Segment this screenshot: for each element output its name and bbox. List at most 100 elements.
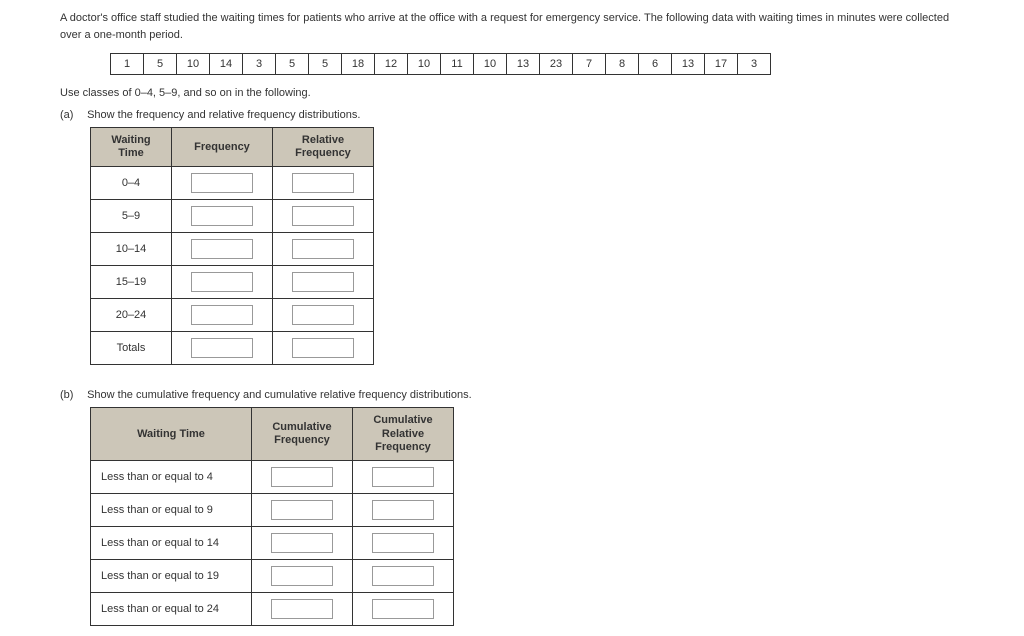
cumfreq-input[interactable] [271, 533, 333, 553]
problem-intro: A doctor's office staff studied the wait… [60, 10, 964, 43]
cumrelfreq-input[interactable] [372, 566, 434, 586]
cumrelfreq-cell [353, 559, 454, 592]
row-label-a: 15–19 [91, 266, 172, 299]
table-row: Less than or equal to 19 [91, 559, 454, 592]
table-row: 0–4 [91, 167, 374, 200]
row-label-a: Totals [91, 332, 172, 365]
cumfreq-cell [252, 559, 353, 592]
row-label-b: Less than or equal to 14 [91, 526, 252, 559]
cumfreq-cell [252, 526, 353, 559]
data-value-cell: 13 [507, 54, 540, 75]
data-value-cell: 7 [573, 54, 606, 75]
row-label-b: Less than or equal to 24 [91, 592, 252, 625]
table-row: Less than or equal to 24 [91, 592, 454, 625]
relfreq-input[interactable] [292, 272, 354, 292]
relfreq-input[interactable] [292, 239, 354, 259]
cumfreq-input[interactable] [271, 500, 333, 520]
cumfreq-input[interactable] [271, 467, 333, 487]
part-a: (a) Show the frequency and relative freq… [60, 109, 964, 121]
row-label-b: Less than or equal to 4 [91, 460, 252, 493]
data-value-cell: 5 [276, 54, 309, 75]
table-row: Less than or equal to 9 [91, 493, 454, 526]
row-label-a: 20–24 [91, 299, 172, 332]
table-row: 15–19 [91, 266, 374, 299]
freq-cell [172, 167, 273, 200]
cumfreq-cell [252, 460, 353, 493]
table-row: Less than or equal to 4 [91, 460, 454, 493]
table-row: Totals [91, 332, 374, 365]
relfreq-cell [273, 332, 374, 365]
header-rel-frequency-a: RelativeFrequency [273, 128, 374, 167]
frequency-table-a: WaitingTime Frequency RelativeFrequency … [90, 127, 374, 365]
header-waiting-time-a: WaitingTime [91, 128, 172, 167]
data-value-cell: 14 [210, 54, 243, 75]
data-value-cell: 6 [639, 54, 672, 75]
cumfreq-cell [252, 493, 353, 526]
part-a-label: (a) [60, 109, 84, 121]
data-value-cell: 18 [342, 54, 375, 75]
table-row: 5–9 [91, 200, 374, 233]
table-row: 20–24 [91, 299, 374, 332]
relfreq-cell [273, 200, 374, 233]
relfreq-input[interactable] [292, 173, 354, 193]
data-value-cell: 10 [408, 54, 441, 75]
data-value-cell: 17 [705, 54, 738, 75]
data-value-cell: 5 [309, 54, 342, 75]
freq-input[interactable] [191, 173, 253, 193]
table-row: 10–14 [91, 233, 374, 266]
cumrelfreq-input[interactable] [372, 599, 434, 619]
row-label-a: 5–9 [91, 200, 172, 233]
relfreq-input[interactable] [292, 305, 354, 325]
header-frequency-a: Frequency [172, 128, 273, 167]
part-b-label: (b) [60, 389, 84, 401]
relfreq-cell [273, 167, 374, 200]
cumfreq-input[interactable] [271, 566, 333, 586]
row-label-a: 10–14 [91, 233, 172, 266]
cumrelfreq-cell [353, 460, 454, 493]
freq-input[interactable] [191, 272, 253, 292]
data-value-cell: 12 [375, 54, 408, 75]
part-a-text: Show the frequency and relative frequenc… [87, 109, 360, 121]
data-value-cell: 5 [144, 54, 177, 75]
header-cum-frequency-b: CumulativeFrequency [252, 408, 353, 461]
relfreq-input[interactable] [292, 206, 354, 226]
data-value-cell: 3 [738, 54, 771, 75]
freq-cell [172, 332, 273, 365]
cumrelfreq-cell [353, 526, 454, 559]
row-label-b: Less than or equal to 19 [91, 559, 252, 592]
cumrelfreq-input[interactable] [372, 500, 434, 520]
cumrelfreq-cell [353, 592, 454, 625]
cumrelfreq-input[interactable] [372, 533, 434, 553]
data-value-cell: 8 [606, 54, 639, 75]
data-value-cell: 1 [111, 54, 144, 75]
cumrelfreq-input[interactable] [372, 467, 434, 487]
data-value-cell: 3 [243, 54, 276, 75]
relfreq-cell [273, 233, 374, 266]
header-cum-rel-frequency-b: CumulativeRelativeFrequency [353, 408, 454, 461]
part-b: (b) Show the cumulative frequency and cu… [60, 389, 964, 401]
relfreq-cell [273, 299, 374, 332]
table-row: Less than or equal to 14 [91, 526, 454, 559]
freq-input[interactable] [191, 305, 253, 325]
freq-input[interactable] [191, 239, 253, 259]
freq-cell [172, 299, 273, 332]
part-b-text: Show the cumulative frequency and cumula… [87, 389, 472, 401]
cumrelfreq-cell [353, 493, 454, 526]
data-value-cell: 10 [177, 54, 210, 75]
data-value-cell: 10 [474, 54, 507, 75]
part-a-table-wrap: WaitingTime Frequency RelativeFrequency … [90, 127, 964, 365]
frequency-table-b: Waiting Time CumulativeFrequency Cumulat… [90, 407, 454, 626]
freq-input[interactable] [191, 206, 253, 226]
data-value-cell: 13 [672, 54, 705, 75]
row-label-a: 0–4 [91, 167, 172, 200]
relfreq-cell [273, 266, 374, 299]
part-b-table-wrap: Waiting Time CumulativeFrequency Cumulat… [90, 407, 964, 626]
data-value-cell: 23 [540, 54, 573, 75]
relfreq-input[interactable] [292, 338, 354, 358]
freq-cell [172, 266, 273, 299]
cumfreq-input[interactable] [271, 599, 333, 619]
freq-input[interactable] [191, 338, 253, 358]
cumfreq-cell [252, 592, 353, 625]
freq-cell [172, 200, 273, 233]
row-label-b: Less than or equal to 9 [91, 493, 252, 526]
